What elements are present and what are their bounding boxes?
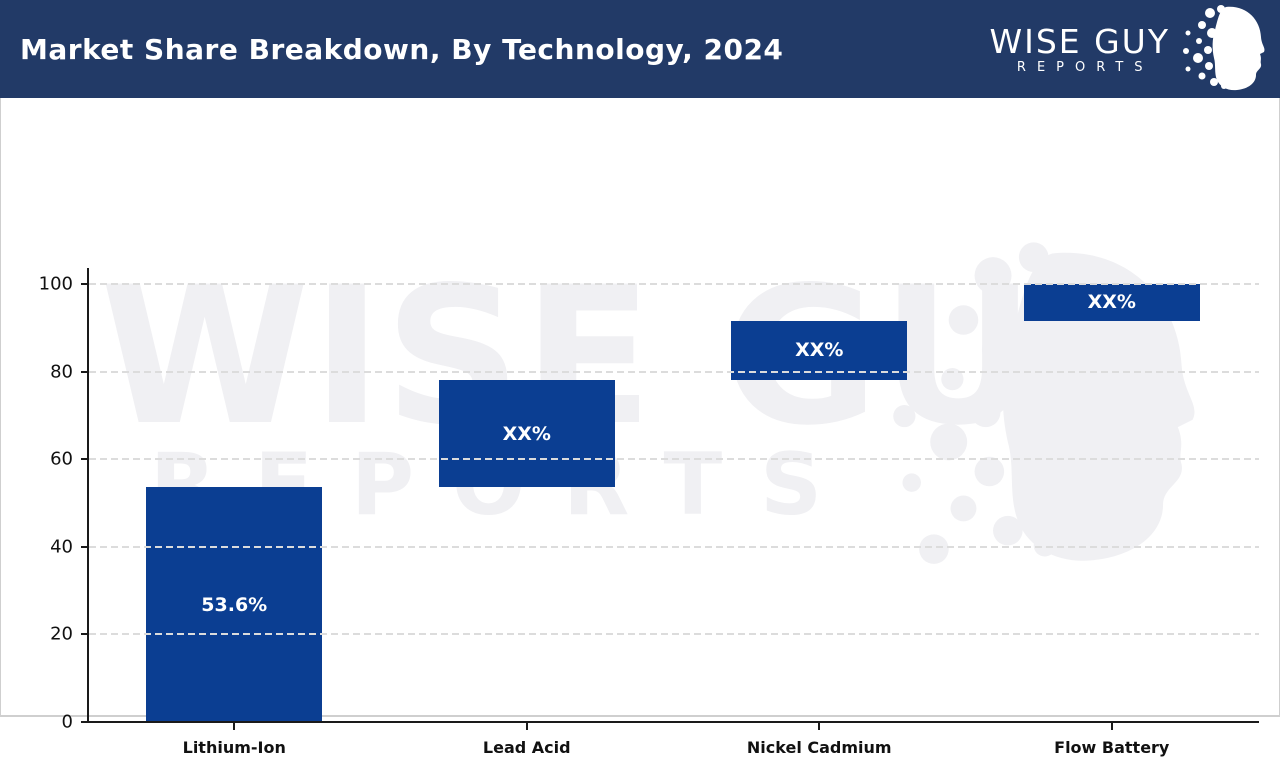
x-axis-tick (233, 723, 236, 730)
y-axis-tick (81, 721, 88, 723)
gridline (89, 283, 1259, 285)
brand-logo: WISE GUY REPORTS (989, 3, 1280, 95)
x-axis-tick (818, 723, 821, 730)
y-axis-tick-label: 60 (50, 448, 73, 470)
gridline (89, 370, 1259, 373)
gridline (89, 545, 1259, 548)
brand-subname: REPORTS (1016, 59, 1154, 75)
gridline (89, 633, 1259, 636)
bar-value-label: 53.6% (201, 593, 268, 616)
x-axis-line (87, 721, 1259, 723)
brand-name: WISE GUY (989, 21, 1170, 61)
x-axis-category-label: Nickel Cadmium (746, 738, 892, 757)
y-axis-tick (81, 283, 88, 285)
x-axis-tick (525, 723, 528, 730)
y-axis-tick (81, 545, 88, 548)
bar-lead-acid: XX% (438, 379, 615, 488)
header-bar: Market Share Breakdown, By Technology, 2… (0, 0, 1280, 98)
y-axis-tick (81, 633, 88, 636)
x-axis-category-label: Flow Battery (1054, 738, 1170, 757)
y-axis-tick-label: 0 (61, 711, 73, 733)
y-axis-tick-label: 20 (50, 623, 73, 645)
bar-flow-battery: XX% (1023, 284, 1200, 321)
y-axis-tick-label: 100 (38, 273, 73, 295)
bar-nickel-cadmium: XX% (731, 320, 908, 380)
watermark-face-icon (860, 220, 1200, 594)
gridline (89, 458, 1259, 461)
page-title: Market Share Breakdown, By Technology, 2… (20, 32, 784, 66)
y-axis-line (87, 268, 89, 723)
y-axis-tick (81, 458, 88, 461)
y-axis-tick-label: 40 (50, 536, 73, 558)
x-axis-category-label: Lead Acid (482, 738, 571, 757)
bar-lithium-ion: 53.6% (146, 487, 323, 722)
y-axis-tick-label: 80 (50, 361, 73, 383)
y-axis-tick (81, 370, 88, 373)
bar-value-label: XX% (1087, 291, 1136, 314)
x-axis-tick (1110, 723, 1113, 730)
brand-face-icon (1174, 3, 1266, 95)
bar-value-label: XX% (502, 422, 551, 445)
bar-value-label: XX% (795, 339, 844, 362)
x-axis-category-label: Lithium-Ion (182, 738, 286, 757)
brand-logo-text: WISE GUY REPORTS (989, 25, 1170, 74)
